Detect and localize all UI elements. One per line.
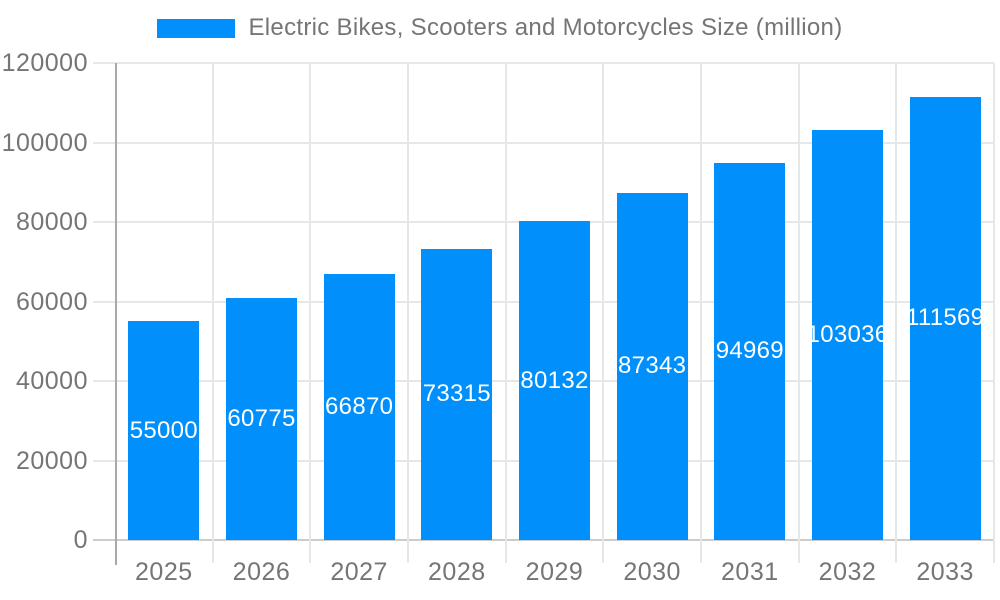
gridline-horizontal bbox=[93, 539, 994, 541]
gridline-horizontal bbox=[93, 62, 994, 64]
chart-legend[interactable]: Electric Bikes, Scooters and Motorcycles… bbox=[0, 14, 1000, 42]
bar[interactable]: 66870 bbox=[323, 274, 395, 540]
bar[interactable]: 73315 bbox=[421, 248, 493, 540]
bar[interactable]: 103036 bbox=[807, 130, 888, 540]
gridline-vertical bbox=[993, 63, 995, 563]
bar[interactable]: 87343 bbox=[616, 192, 688, 540]
gridline-vertical bbox=[602, 63, 605, 563]
x-tick-label: 2031 bbox=[721, 558, 779, 586]
x-tick-label: 2026 bbox=[232, 558, 291, 586]
y-tick-label: 40000 bbox=[15, 367, 88, 395]
x-tick-label: 2028 bbox=[428, 558, 486, 586]
gridline-vertical bbox=[797, 63, 800, 563]
y-tick-label: 80000 bbox=[15, 208, 88, 236]
y-tick-label: 60000 bbox=[15, 287, 88, 316]
bar-value-label: 111569 bbox=[905, 304, 985, 332]
bar[interactable]: 111569 bbox=[906, 96, 984, 540]
y-tick-label: 0 bbox=[73, 526, 88, 554]
gridline-vertical bbox=[895, 63, 898, 563]
y-tick-label: 100000 bbox=[1, 128, 88, 157]
bar-value-label: 80132 bbox=[520, 366, 589, 394]
bar-value-label: 94969 bbox=[715, 337, 784, 365]
bar-value-label: 66870 bbox=[325, 393, 394, 421]
bar-value-label: 87343 bbox=[618, 352, 687, 380]
y-tick-label: 120000 bbox=[1, 49, 88, 77]
bar-value-label: 103036 bbox=[806, 321, 889, 349]
y-axis-line bbox=[115, 63, 117, 565]
bar[interactable]: 55000 bbox=[128, 321, 200, 540]
gridline-horizontal bbox=[93, 141, 994, 144]
bar[interactable]: 80132 bbox=[519, 221, 590, 540]
gridline-vertical bbox=[700, 63, 702, 563]
gridline-vertical bbox=[407, 63, 409, 563]
plot-area: 55000 60775 66870 73315 80132 87343 94969 10303… bbox=[93, 62, 995, 565]
x-tick-label: 2032 bbox=[818, 558, 877, 586]
gridline-vertical bbox=[309, 63, 312, 563]
y-tick-label: 20000 bbox=[15, 446, 88, 475]
gridline-vertical bbox=[211, 63, 214, 563]
x-tick-label: 2025 bbox=[135, 558, 193, 586]
bar[interactable]: 60775 bbox=[226, 298, 297, 540]
legend-label: Electric Bikes, Scooters and Motorcycles… bbox=[248, 14, 843, 41]
legend-swatch-icon bbox=[157, 18, 236, 38]
x-tick-label: 2033 bbox=[916, 558, 974, 586]
bar-value-label: 73315 bbox=[422, 380, 491, 408]
bar-value-label: 55000 bbox=[129, 416, 198, 444]
bar[interactable]: 94969 bbox=[714, 162, 786, 540]
x-tick-label: 2030 bbox=[623, 558, 681, 586]
gridline-vertical bbox=[504, 63, 507, 563]
bar-value-label: 60775 bbox=[227, 405, 296, 433]
x-tick-label: 2027 bbox=[330, 558, 388, 586]
x-tick-label: 2029 bbox=[525, 558, 584, 586]
